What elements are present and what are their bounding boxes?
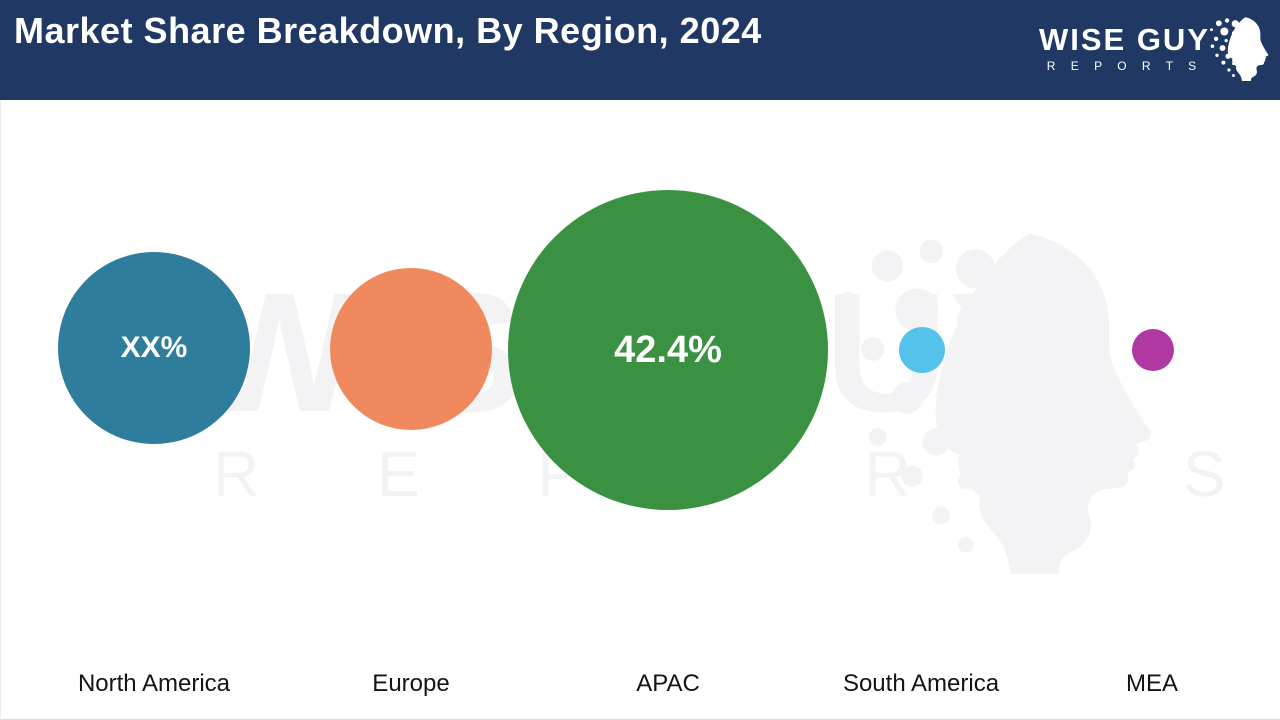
bubble-value-label-north-america: XX% <box>120 331 188 364</box>
bubble-europe <box>330 268 492 430</box>
chart-area: WISE GUY R E P O R T S XX% 42.4% North A… <box>0 100 1280 720</box>
bubble-value-label-apac: 42.4% <box>614 328 722 371</box>
logo-line1: WISE GUY <box>1038 22 1210 58</box>
category-label-south-america: South America <box>842 670 1000 697</box>
page-title: Market Share Breakdown, By Region, 2024 <box>14 10 762 51</box>
brand-logo: WISE GUY R E P O R T S <box>1039 8 1272 88</box>
bubble-apac: 42.4% <box>508 190 828 510</box>
category-label-north-america: North America <box>77 670 231 697</box>
bubble-north-america: XX% <box>58 252 250 444</box>
category-label-apac: APAC <box>636 670 700 697</box>
category-label-europe: Europe <box>372 670 450 697</box>
bubble-south-america <box>899 327 945 373</box>
watermark-head-icon <box>819 222 1171 574</box>
logo-head-icon <box>1206 8 1272 88</box>
bubble-mea <box>1132 329 1174 371</box>
logo-wordmark: WISE GUY R E P O R T S <box>1038 22 1210 73</box>
header-bar: Market Share Breakdown, By Region, 2024 … <box>0 0 1280 100</box>
category-label-mea: MEA <box>1125 670 1179 697</box>
logo-line2: R E P O R T S <box>1046 58 1203 73</box>
